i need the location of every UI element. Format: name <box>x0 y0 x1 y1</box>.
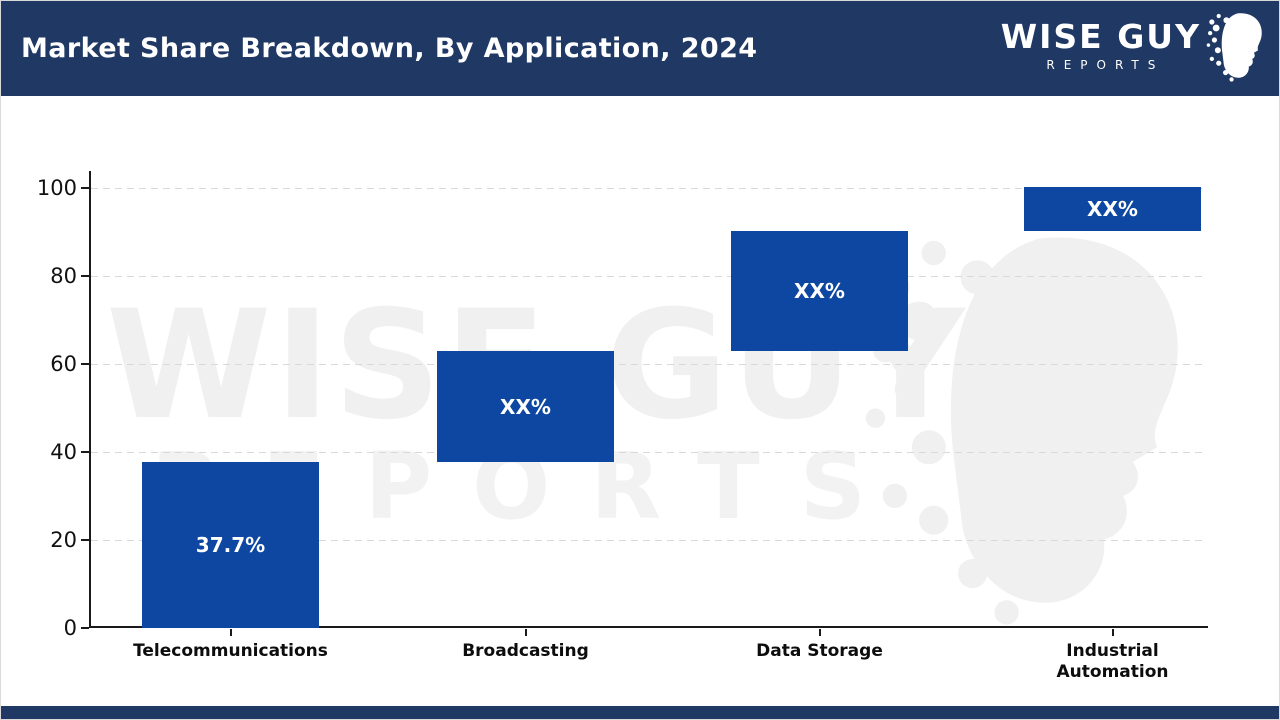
x-tick-mark-2 <box>818 629 821 636</box>
bar-data-storage: XX% <box>731 231 908 352</box>
y-tick-label-0: 0 <box>63 616 77 640</box>
logo-subtitle: REPORTS <box>1046 58 1165 72</box>
bar-value-label: XX% <box>500 394 551 419</box>
x-tick-mark-3 <box>1111 629 1114 636</box>
x-tick-mark-0 <box>229 629 232 636</box>
y-tick-mark-80 <box>81 275 89 277</box>
gridline-40 <box>91 452 1206 453</box>
gridline-100 <box>91 188 1206 189</box>
y-tick-mark-100 <box>81 187 89 189</box>
gridline-80 <box>91 276 1206 277</box>
x-tick-mark-1 <box>524 629 527 636</box>
y-tick-label-100: 100 <box>36 176 77 200</box>
x-category-label-0: Telecommunications <box>133 641 328 661</box>
y-tick-label-60: 60 <box>50 352 77 376</box>
x-category-label-3: Industrial Automation <box>1056 641 1169 682</box>
y-tick-mark-0 <box>81 627 89 629</box>
bar-broadcasting: XX% <box>437 351 614 463</box>
watermark-face-icon <box>865 237 1178 625</box>
logo-face-icon <box>1206 13 1262 82</box>
y-tick-label-80: 80 <box>50 264 77 288</box>
x-category-label-2: Data Storage <box>756 641 883 661</box>
header-band: Market Share Breakdown, By Application, … <box>1 1 1279 96</box>
bar-telecommunications: 37.7% <box>142 462 319 628</box>
bar-value-label: XX% <box>1087 197 1138 222</box>
logo-wordmark: WISE GUY <box>1000 17 1201 56</box>
logo-text: WISE GUY REPORTS <box>1001 19 1201 73</box>
y-tick-label-20: 20 <box>50 528 77 552</box>
bar-value-label: XX% <box>794 279 845 304</box>
bar-value-label: 37.7% <box>195 533 266 558</box>
x-category-label-1: Broadcasting <box>462 641 589 661</box>
footer-band <box>1 706 1279 719</box>
y-tick-mark-60 <box>81 363 89 365</box>
bar-industrial-automation: XX% <box>1024 187 1201 232</box>
y-tick-mark-20 <box>81 539 89 541</box>
y-tick-mark-40 <box>81 451 89 453</box>
gridline-20 <box>91 540 1206 541</box>
axes-frame <box>89 171 1208 628</box>
y-tick-label-40: 40 <box>50 440 77 464</box>
chart-title: Market Share Breakdown, By Application, … <box>21 33 758 64</box>
wise-guy-reports-logo: WISE GUY REPORTS <box>1001 9 1265 83</box>
gridline-60 <box>91 364 1206 365</box>
